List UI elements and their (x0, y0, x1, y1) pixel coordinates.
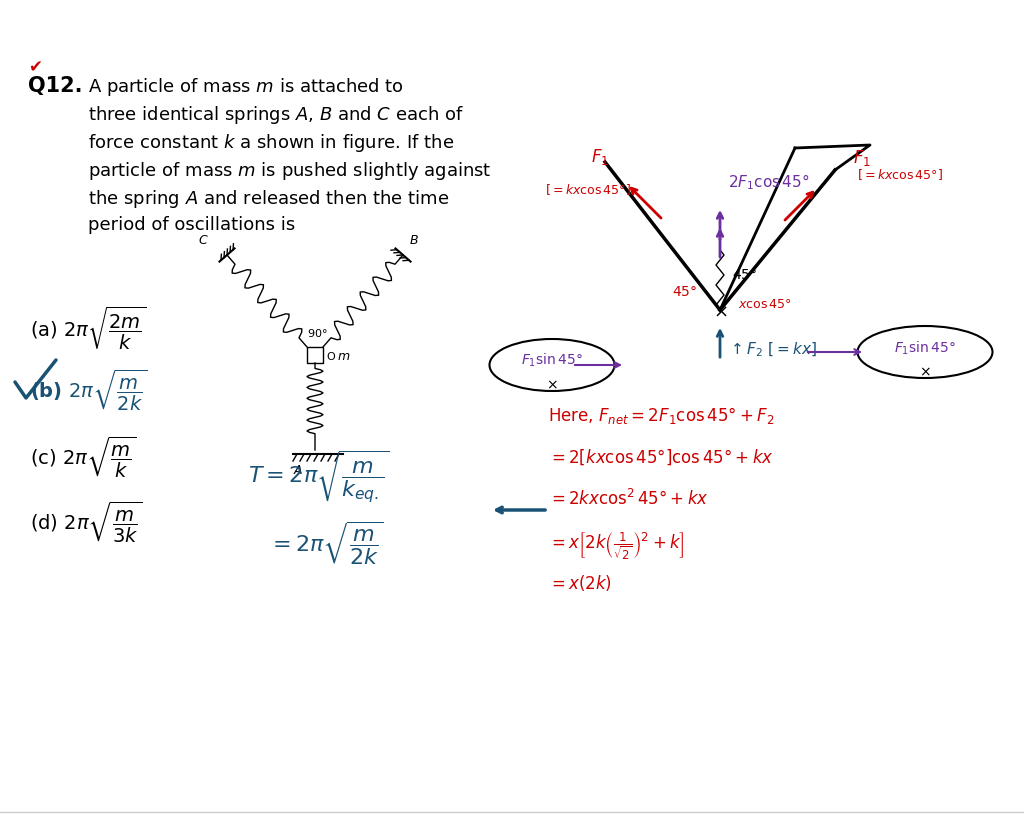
Text: $[=kx\cos 45°]$: $[=kx\cos 45°]$ (857, 167, 943, 182)
Text: $90°$: $90°$ (306, 327, 328, 339)
Text: $= x\left[2k\left(\frac{1}{\sqrt{2}}\right)^2 + k\right]$: $= x\left[2k\left(\frac{1}{\sqrt{2}}\rig… (548, 531, 685, 563)
Text: A particle of mass $m$ is attached to: A particle of mass $m$ is attached to (88, 76, 403, 98)
Text: $F_1$: $F_1$ (853, 148, 871, 168)
Text: $= 2\pi\sqrt{\dfrac{m}{2k}}$: $= 2\pi\sqrt{\dfrac{m}{2k}}$ (268, 520, 384, 568)
Text: force constant $k$ a shown in figure. If the: force constant $k$ a shown in figure. If… (88, 132, 454, 154)
Text: $F_1\sin 45°$: $F_1\sin 45°$ (521, 351, 583, 369)
Text: $B$: $B$ (409, 234, 419, 247)
Text: $T = 2\pi\sqrt{\dfrac{m}{k_{eq.}}}$: $T = 2\pi\sqrt{\dfrac{m}{k_{eq.}}}$ (248, 448, 390, 506)
Text: $\uparrow F_2\ [=kx]$: $\uparrow F_2\ [=kx]$ (728, 341, 817, 359)
Text: $45°$: $45°$ (672, 285, 697, 299)
Text: $\times$: $\times$ (920, 365, 931, 379)
Text: $m$: $m$ (337, 350, 350, 364)
Text: Q12.: Q12. (28, 76, 83, 96)
Text: ✔: ✔ (28, 58, 42, 76)
Text: $2F_1\cos 45°$: $2F_1\cos 45°$ (728, 172, 810, 192)
Text: (a) $2\pi\sqrt{\dfrac{2m}{k}}$: (a) $2\pi\sqrt{\dfrac{2m}{k}}$ (30, 305, 146, 353)
Text: $\times$: $\times$ (546, 378, 558, 392)
Text: $F_1\sin 45°$: $F_1\sin 45°$ (894, 339, 956, 357)
Text: period of oscillations is: period of oscillations is (88, 216, 295, 234)
Text: $\times$: $\times$ (713, 303, 727, 321)
Text: $F_1$: $F_1$ (591, 147, 609, 167)
Text: O: O (326, 352, 335, 362)
Text: particle of mass $m$ is pushed slightly against: particle of mass $m$ is pushed slightly … (88, 160, 492, 182)
Text: $45°$: $45°$ (732, 268, 758, 282)
Text: $= 2kx\cos^2 45° + kx$: $= 2kx\cos^2 45° + kx$ (548, 489, 709, 509)
Text: $[=kx\cos 45°]$: $[=kx\cos 45°]$ (545, 182, 631, 197)
Text: three identical springs $A$, $B$ and $C$ each of: three identical springs $A$, $B$ and $C$… (88, 104, 464, 126)
Text: $= x(2k)$: $= x(2k)$ (548, 573, 612, 593)
Text: $C$: $C$ (199, 234, 209, 247)
Text: (c) $2\pi\sqrt{\dfrac{m}{k}}$: (c) $2\pi\sqrt{\dfrac{m}{k}}$ (30, 435, 136, 481)
Text: (d) $2\pi\sqrt{\dfrac{m}{3k}}$: (d) $2\pi\sqrt{\dfrac{m}{3k}}$ (30, 500, 142, 545)
Text: $A$: $A$ (293, 464, 303, 477)
Text: Here, $F_{net} = 2F_1\cos 45° + F_2$: Here, $F_{net} = 2F_1\cos 45° + F_2$ (548, 405, 774, 426)
Text: $= 2\left[kx\cos 45°\right]\cos 45° + kx$: $= 2\left[kx\cos 45°\right]\cos 45° + kx… (548, 447, 774, 466)
Text: the spring $A$ and released then the time: the spring $A$ and released then the tim… (88, 188, 450, 210)
Text: $x\cos 45°$: $x\cos 45°$ (738, 298, 792, 312)
Text: (b) $2\pi\sqrt{\dfrac{m}{2k}}$: (b) $2\pi\sqrt{\dfrac{m}{2k}}$ (30, 368, 147, 414)
